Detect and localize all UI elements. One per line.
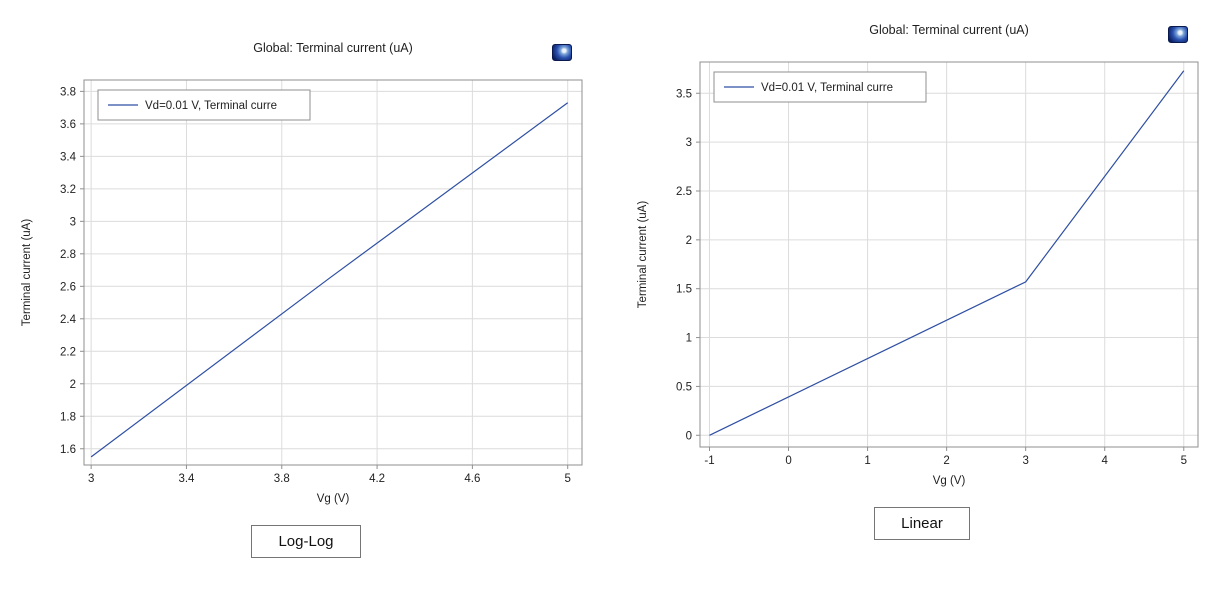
svg-text:1.6: 1.6 [60, 444, 76, 456]
svg-text:5: 5 [565, 473, 571, 485]
svg-text:Vg (V): Vg (V) [317, 493, 350, 505]
svg-text:3.8: 3.8 [274, 473, 290, 485]
svg-text:2.6: 2.6 [60, 281, 76, 293]
figure-loglog: 3 3.4 3.8 4.2 4.6 5 1.6 1.8 2 2.2 2.4 2.6 2.8 3 3.2 3.4… [16, 30, 596, 558]
chart-caption-linear: Linear [874, 507, 970, 540]
svg-text:1.8: 1.8 [60, 411, 76, 423]
comsol-logo-icon [1168, 26, 1188, 43]
svg-text:0: 0 [686, 430, 692, 442]
caption-wrap: Linear [632, 507, 1212, 540]
svg-text:2.2: 2.2 [60, 346, 76, 358]
svg-text:2: 2 [686, 235, 692, 247]
svg-text:Terminal current (uA): Terminal current (uA) [637, 201, 649, 309]
svg-text:Terminal current (uA): Terminal current (uA) [21, 219, 33, 327]
svg-text:2.5: 2.5 [676, 186, 692, 198]
chart-caption-loglog: Log-Log [251, 525, 361, 558]
svg-text:Vd=0.01 V, Terminal curre: Vd=0.01 V, Terminal curre [145, 100, 277, 112]
svg-text:0: 0 [785, 455, 791, 467]
svg-text:-1: -1 [704, 455, 714, 467]
svg-text:3: 3 [686, 137, 692, 149]
plot-linear: -1 0 1 2 3 4 5 0 0.5 1 1.5 2 2.5 3 3.5 Global: Terminal… [637, 23, 1199, 487]
svg-text:4.2: 4.2 [369, 473, 385, 485]
svg-text:3: 3 [1022, 455, 1028, 467]
svg-text:2: 2 [70, 379, 76, 391]
svg-text:2: 2 [943, 455, 949, 467]
svg-text:5: 5 [1181, 455, 1187, 467]
svg-text:3.4: 3.4 [60, 151, 77, 163]
svg-text:2.8: 2.8 [60, 249, 76, 261]
svg-text:3.2: 3.2 [60, 184, 76, 196]
comsol-logo-icon [552, 44, 572, 61]
svg-text:1.5: 1.5 [676, 284, 692, 296]
caption-wrap: Log-Log [16, 525, 596, 558]
svg-text:1: 1 [686, 333, 692, 345]
svg-text:3.6: 3.6 [60, 119, 76, 131]
svg-text:3.4: 3.4 [178, 473, 195, 485]
svg-text:2.4: 2.4 [60, 314, 77, 326]
svg-text:3.5: 3.5 [676, 88, 692, 100]
svg-text:Vd=0.01 V, Terminal curre: Vd=0.01 V, Terminal curre [761, 82, 893, 94]
svg-text:1: 1 [864, 455, 870, 467]
svg-text:4: 4 [1102, 455, 1109, 467]
figure-linear: -1 0 1 2 3 4 5 0 0.5 1 1.5 2 2.5 3 3.5 Global: Terminal… [632, 12, 1212, 540]
svg-text:Global: Terminal current (uA): Global: Terminal current (uA) [869, 23, 1029, 37]
svg-text:3.8: 3.8 [60, 86, 76, 98]
svg-text:Vg (V): Vg (V) [933, 475, 966, 487]
svg-text:0.5: 0.5 [676, 381, 692, 393]
plot-loglog: 3 3.4 3.8 4.2 4.6 5 1.6 1.8 2 2.2 2.4 2.6 2.8 3 3.2 3.4… [21, 41, 583, 505]
svg-text:3: 3 [70, 216, 76, 228]
svg-text:3: 3 [88, 473, 94, 485]
page: 3 3.4 3.8 4.2 4.6 5 1.6 1.8 2 2.2 2.4 2.6 2.8 3 3.2 3.4… [16, 12, 1212, 558]
svg-text:4.6: 4.6 [464, 473, 480, 485]
svg-text:Global: Terminal current (uA): Global: Terminal current (uA) [253, 41, 413, 55]
